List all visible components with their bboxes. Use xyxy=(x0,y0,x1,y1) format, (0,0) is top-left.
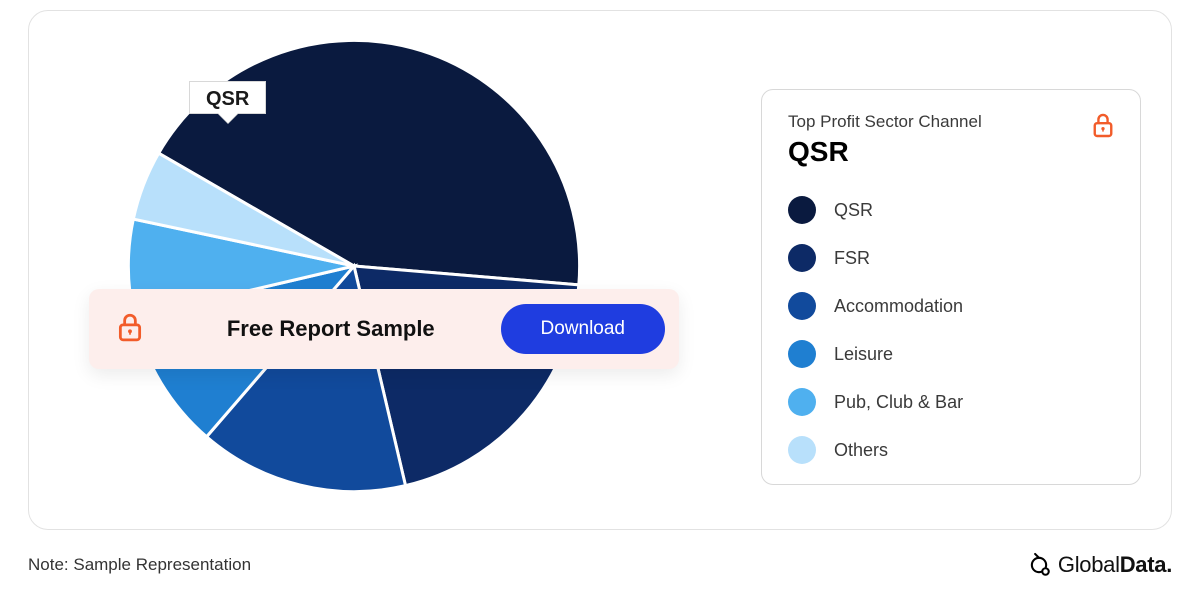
legend-swatch xyxy=(788,436,816,464)
pie-chart-container: QSR xyxy=(119,31,589,501)
legend-swatch xyxy=(788,292,816,320)
legend-list: QSR FSR Accommodation Leisure Pub, Club & Ba… xyxy=(788,186,1114,474)
footer-note: Note: Sample Representation xyxy=(28,555,251,575)
brand-text-pre: Global xyxy=(1058,552,1120,577)
legend-label: QSR xyxy=(834,200,873,221)
brand-icon xyxy=(1026,552,1052,578)
cta-bar: Free Report Sample Download xyxy=(89,289,679,369)
legend-label: FSR xyxy=(834,248,870,269)
brand-text-dot: . xyxy=(1166,552,1172,577)
legend-item: Pub, Club & Bar xyxy=(788,378,1114,426)
panel-subtitle: Top Profit Sector Channel xyxy=(788,112,982,132)
legend-item: Accommodation xyxy=(788,282,1114,330)
legend-swatch xyxy=(788,196,816,224)
panel-header: Top Profit Sector Channel QSR xyxy=(788,112,1114,168)
legend-swatch xyxy=(788,340,816,368)
cta-text: Free Report Sample xyxy=(161,316,501,342)
brand-logo: GlobalData. xyxy=(1026,552,1172,578)
legend-item: FSR xyxy=(788,234,1114,282)
legend-label: Accommodation xyxy=(834,296,963,317)
pie-callout-label: QSR xyxy=(189,81,266,114)
panel-title: QSR xyxy=(788,136,982,168)
panel-titles: Top Profit Sector Channel QSR xyxy=(788,112,982,168)
brand-text-post: Data xyxy=(1120,552,1167,577)
legend-item: QSR xyxy=(788,186,1114,234)
lock-icon xyxy=(1092,112,1114,143)
legend-label: Pub, Club & Bar xyxy=(834,392,963,413)
info-panel: Top Profit Sector Channel QSR QSR FSR Acco… xyxy=(761,89,1141,485)
legend-label: Others xyxy=(834,440,888,461)
legend-label: Leisure xyxy=(834,344,893,365)
download-button[interactable]: Download xyxy=(501,304,666,354)
legend-swatch xyxy=(788,244,816,272)
legend-item: Others xyxy=(788,426,1114,474)
footer: Note: Sample Representation GlobalData. xyxy=(28,540,1172,578)
legend-swatch xyxy=(788,388,816,416)
chart-card: QSR Free Report Sample Download Top Prof… xyxy=(28,10,1172,530)
legend-item: Leisure xyxy=(788,330,1114,378)
lock-icon xyxy=(117,312,143,347)
